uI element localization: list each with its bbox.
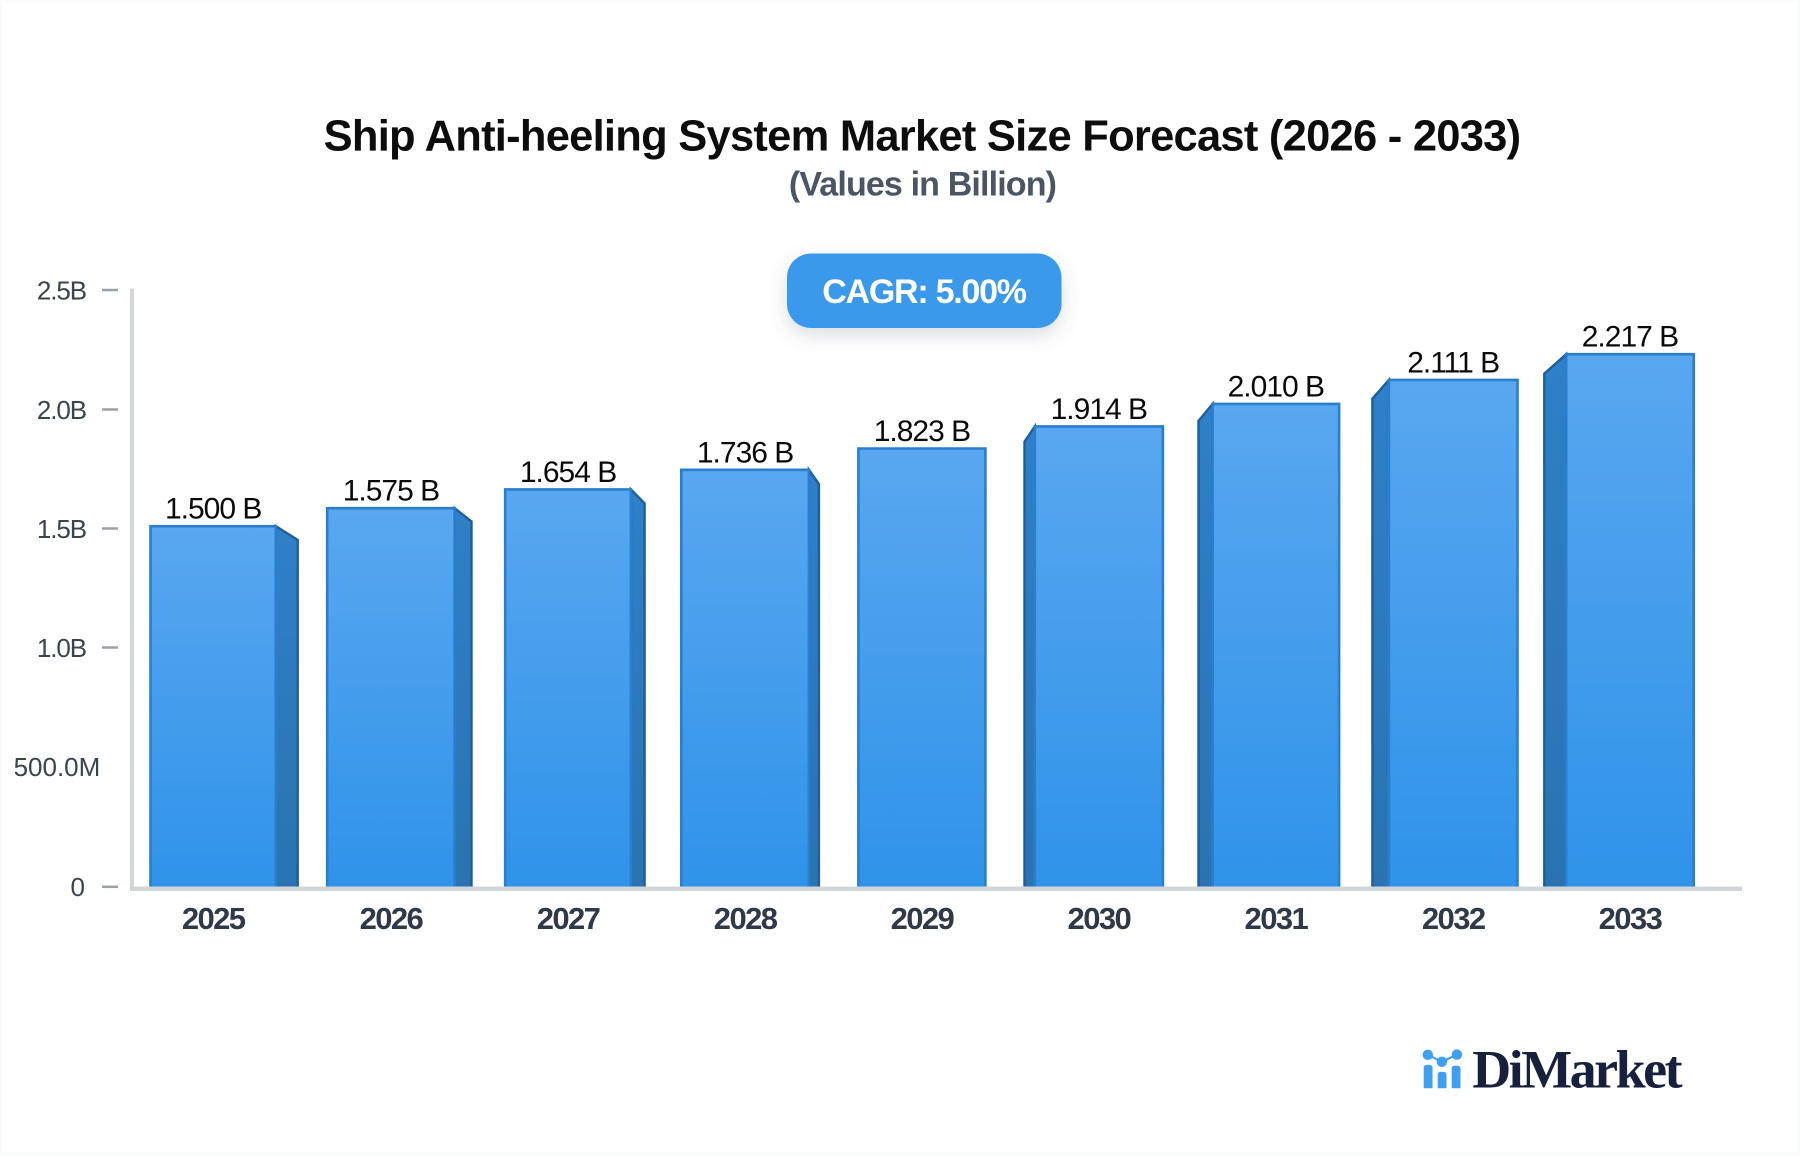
- svg-text:1.5B: 1.5B: [37, 514, 86, 544]
- svg-text:2027: 2027: [537, 901, 600, 936]
- svg-text:2.217 B: 2.217 B: [1582, 321, 1678, 354]
- svg-text:(Values in Billion): (Values in Billion): [789, 166, 1056, 204]
- svg-text:CAGR: 5.00%: CAGR: 5.00%: [822, 273, 1027, 311]
- svg-text:1.914 B: 1.914 B: [1051, 393, 1147, 426]
- svg-text:2029: 2029: [891, 901, 955, 936]
- svg-text:1.575 B: 1.575 B: [343, 475, 439, 508]
- svg-text:DiMarket: DiMarket: [1472, 1040, 1682, 1100]
- svg-text:0: 0: [71, 872, 85, 902]
- svg-text:1.736 B: 1.736 B: [697, 436, 793, 469]
- svg-text:1.500 B: 1.500 B: [165, 493, 261, 526]
- svg-text:2025: 2025: [182, 901, 246, 936]
- svg-text:2028: 2028: [714, 901, 778, 936]
- svg-text:2.111 B: 2.111 B: [1407, 346, 1499, 379]
- svg-text:2.0B: 2.0B: [37, 395, 86, 425]
- svg-text:1.0B: 1.0B: [37, 633, 86, 663]
- svg-text:2030: 2030: [1068, 901, 1131, 936]
- svg-text:Ship Anti-heeling System Marke: Ship Anti-heeling System Market Size For…: [324, 113, 1521, 161]
- svg-text:1.823 B: 1.823 B: [874, 415, 970, 448]
- svg-text:2031: 2031: [1245, 901, 1309, 936]
- svg-text:2033: 2033: [1599, 901, 1663, 936]
- svg-text:2.010 B: 2.010 B: [1228, 370, 1324, 403]
- svg-text:2.5B: 2.5B: [37, 276, 86, 306]
- svg-text:2026: 2026: [360, 901, 424, 936]
- svg-text:2032: 2032: [1422, 901, 1485, 936]
- svg-text:1.654 B: 1.654 B: [520, 456, 616, 489]
- svg-text:500.0M: 500.0M: [14, 752, 101, 782]
